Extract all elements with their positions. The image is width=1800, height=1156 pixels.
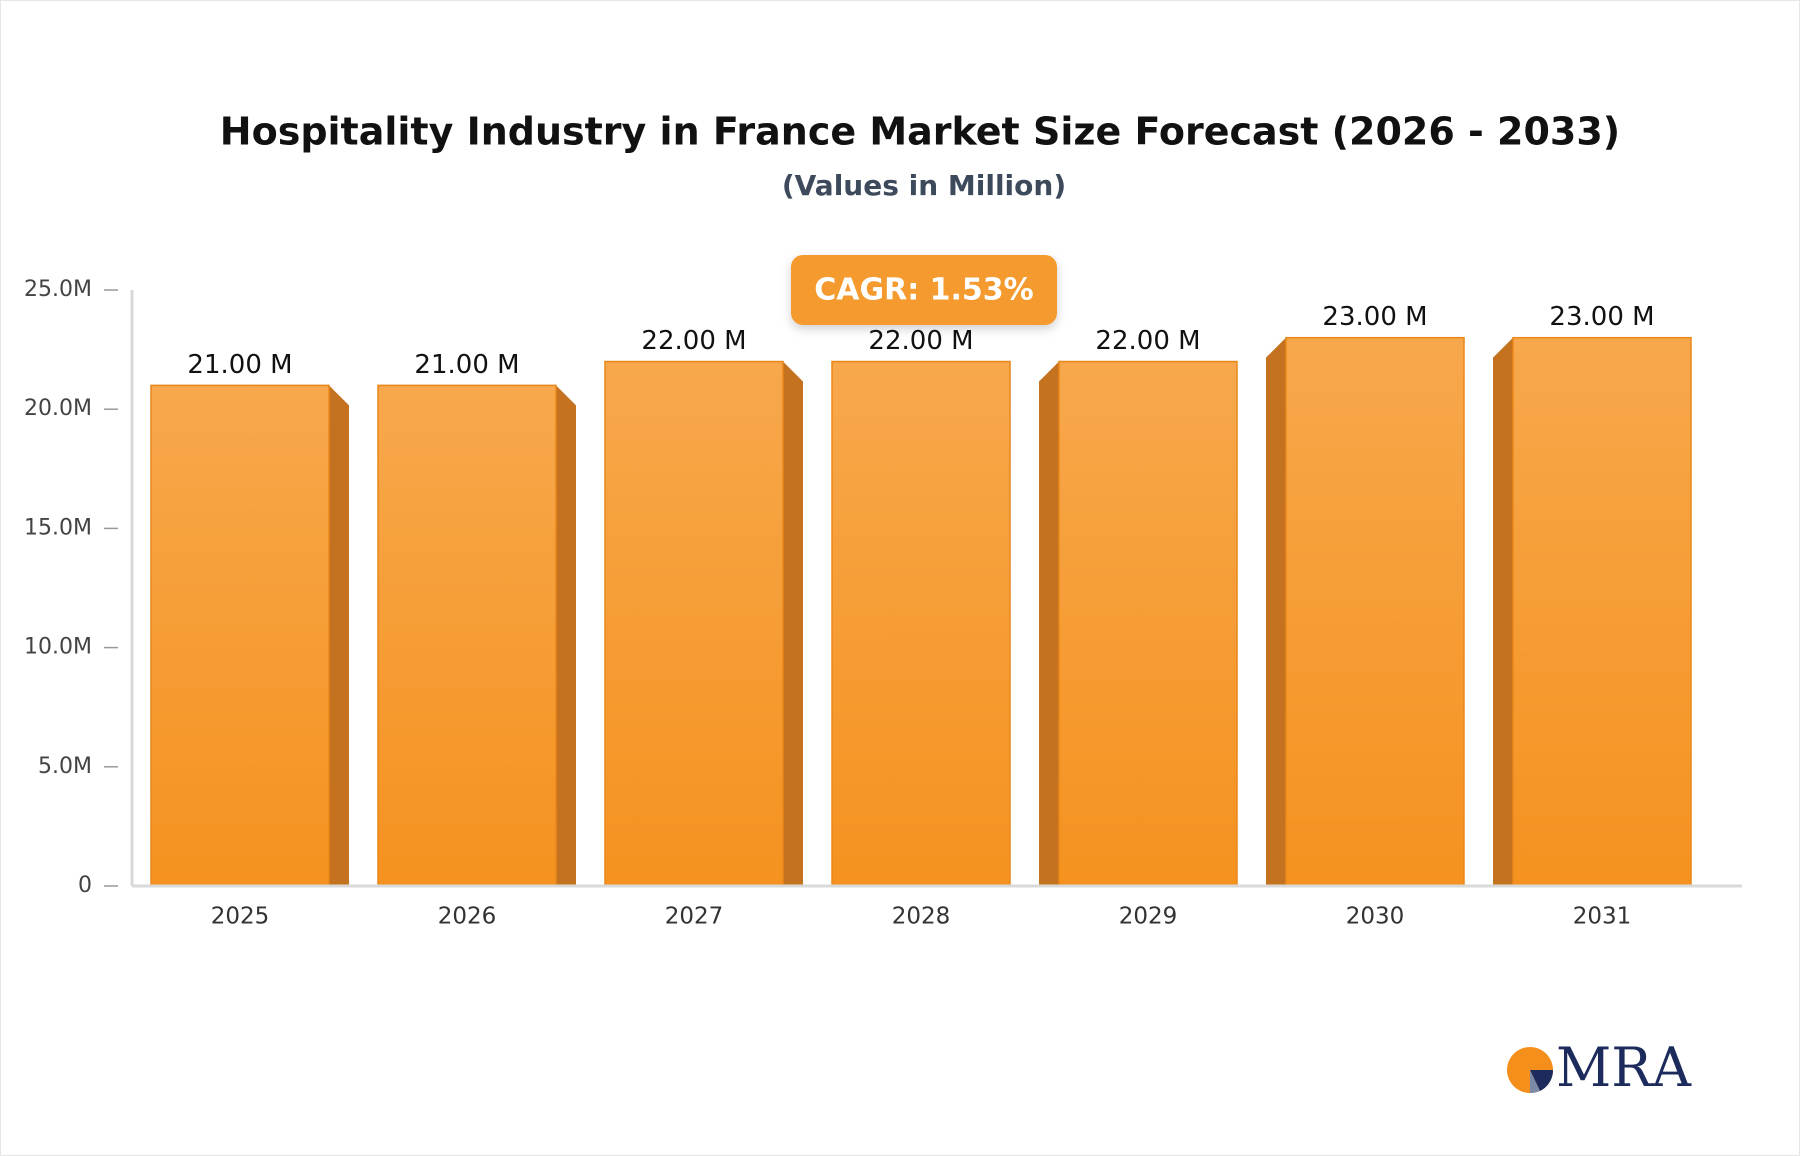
bar-side: [783, 361, 803, 886]
value-label: 23.00 M: [1549, 302, 1654, 332]
x-tick-label: 2025: [211, 904, 270, 930]
bar: [604, 360, 784, 887]
value-label: 22.00 M: [641, 326, 746, 356]
bar: [1512, 336, 1692, 887]
bar-side: [329, 385, 349, 886]
logo-icon-slice: [1530, 1070, 1540, 1094]
x-tick-label: 2031: [1573, 904, 1632, 930]
value-label: 22.00 M: [868, 326, 973, 356]
cagr-badge: CAGR: 1.53%: [791, 255, 1057, 325]
bar: [1058, 360, 1238, 887]
bar-side: [1266, 337, 1286, 886]
y-tick-label: 20.0M: [24, 396, 92, 421]
y-tick-label: 10.0M: [24, 635, 92, 660]
chart-title: Hospitality Industry in France Market Si…: [220, 110, 1620, 154]
x-tick-label: 2027: [665, 904, 724, 930]
logo-text: MRA: [1556, 1036, 1692, 1099]
y-tick-label: 0: [78, 873, 92, 898]
y-tick-label: 5.0M: [38, 754, 92, 779]
logo-icon-slice: [1530, 1070, 1554, 1091]
y-tick-label: 25.0M: [24, 277, 92, 302]
y-tick-label: 15.0M: [24, 515, 92, 540]
plot-area: 0 5.0M 10.0M 15.0M 20.0M 25.0M 21.00 M 2025 21.0…: [24, 277, 1742, 930]
bar-side: [1039, 361, 1059, 886]
logo: MRA: [1507, 1036, 1692, 1099]
value-label: 21.00 M: [414, 350, 519, 380]
bar: [1285, 336, 1465, 887]
cagr-label: CAGR: 1.53%: [814, 273, 1033, 308]
x-tick-label: 2028: [892, 904, 951, 930]
value-label: 23.00 M: [1322, 302, 1427, 332]
bar: [150, 384, 330, 887]
bar: [831, 360, 1011, 887]
bar-side: [1493, 337, 1513, 886]
x-tick-label: 2026: [438, 904, 497, 930]
x-tick-label: 2030: [1346, 904, 1405, 930]
cagr-box: [791, 255, 1057, 325]
x-tick-label: 2029: [1119, 904, 1178, 930]
bar-side: [556, 385, 576, 886]
chart-subtitle: (Values in Million): [782, 169, 1066, 202]
value-label: 21.00 M: [187, 350, 292, 380]
bar: [377, 384, 557, 887]
value-label: 22.00 M: [1095, 326, 1200, 356]
